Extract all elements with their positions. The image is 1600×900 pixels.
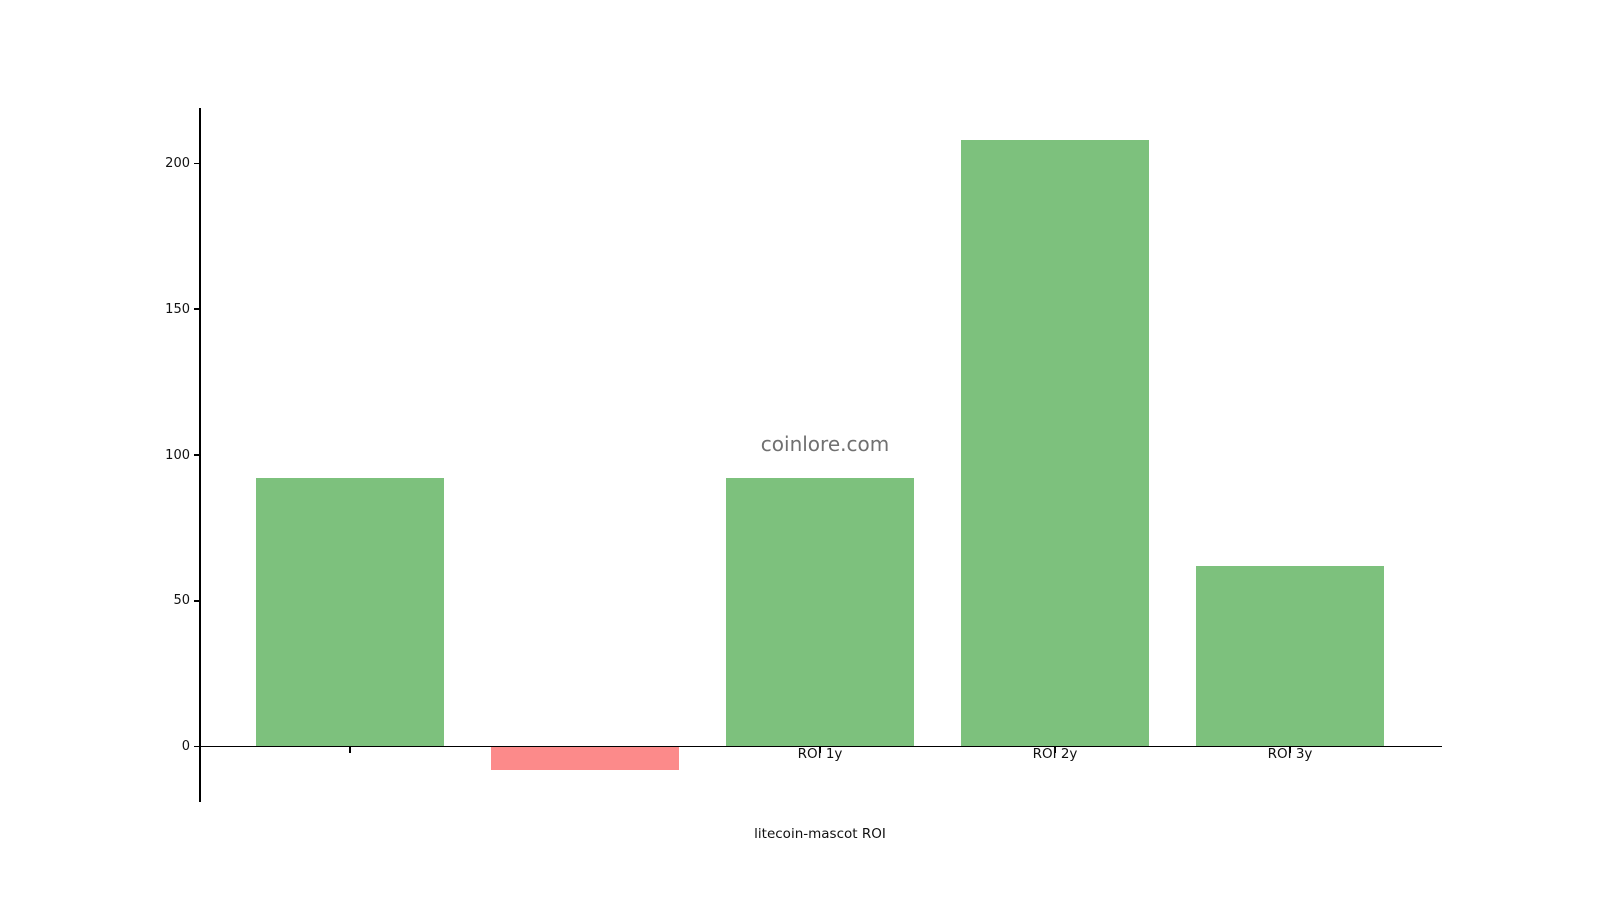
y-axis-tick: [193, 454, 200, 456]
x-axis-tick: [349, 746, 351, 754]
bar-roi-1y: [726, 478, 914, 747]
y-axis-tick: [193, 162, 200, 165]
y-axis-tick: [193, 746, 200, 748]
x-axis-line: [199, 745, 1442, 748]
x-axis-category-label: ROI 2y: [1032, 746, 1078, 763]
bar-unlabeled-0: [256, 478, 444, 747]
x-axis-category-label: ROI 3y: [1267, 746, 1313, 763]
x-axis-tick: [1054, 746, 1056, 754]
y-axis-tick-label: 50: [173, 593, 190, 609]
y-axis-tick: [193, 600, 200, 602]
bar-unlabeled-1: [491, 746, 679, 771]
x-axis-tick: [819, 746, 821, 754]
bar-roi-2y: [961, 140, 1149, 747]
y-axis-tick-label: 0: [181, 739, 190, 755]
y-axis-tick: [193, 308, 200, 310]
bar-roi-3y: [1196, 565, 1384, 747]
x-axis-category-label: ROI 1y: [797, 746, 843, 763]
y-axis-tick-label: 100: [165, 447, 190, 463]
y-axis-tick-label: 200: [165, 155, 190, 171]
x-axis-tick: [1289, 746, 1291, 754]
watermark-text: coinlore.com: [760, 432, 890, 456]
chart-title: litecoin-mascot ROI: [754, 826, 886, 842]
y-axis-tick-label: 150: [165, 301, 190, 317]
